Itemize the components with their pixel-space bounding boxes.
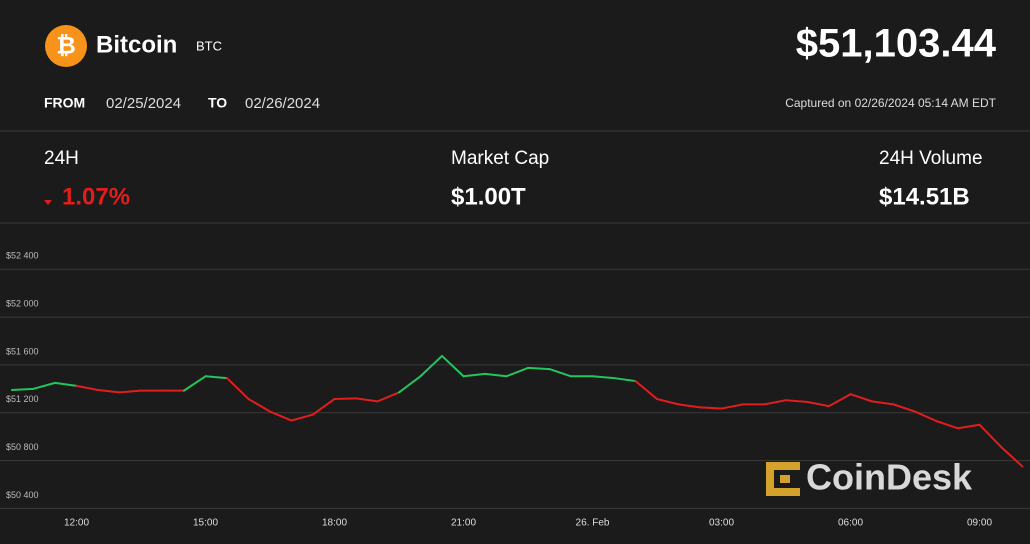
price-line-segment bbox=[634, 380, 658, 400]
icon-bar bbox=[766, 462, 800, 470]
price-line-segment bbox=[1000, 445, 1024, 468]
price-line-segment bbox=[613, 377, 637, 383]
captured-time: Captured on 02/26/2024 05:14 AM EDT bbox=[785, 96, 996, 110]
price-line-segment bbox=[849, 393, 873, 403]
price-line-segment bbox=[247, 397, 271, 413]
price-line-segment bbox=[699, 406, 723, 410]
price-line-segment bbox=[527, 366, 551, 371]
price: $51,103.44 bbox=[796, 22, 997, 66]
x-tick-label: 18:00 bbox=[322, 518, 347, 529]
from-label: FROM bbox=[44, 95, 85, 111]
price-line-segment bbox=[978, 423, 1002, 448]
x-tick-label: 21:00 bbox=[451, 518, 476, 529]
y-tick-label: $50 800 bbox=[6, 442, 39, 452]
price-line-segment bbox=[269, 410, 293, 422]
price-line-segment bbox=[333, 397, 357, 400]
x-tick-label: 15:00 bbox=[193, 518, 218, 529]
x-tick-label: 03:00 bbox=[709, 518, 734, 529]
price-line-segment bbox=[75, 384, 99, 392]
price-line-segment bbox=[97, 389, 121, 394]
x-tick-label: 12:00 bbox=[64, 518, 89, 529]
price-line-segment bbox=[914, 410, 938, 423]
price-line-segment bbox=[376, 391, 400, 403]
price-line-segment bbox=[441, 354, 465, 378]
price-line-segment bbox=[183, 375, 207, 392]
price-line-segment bbox=[785, 399, 809, 403]
icon-bar bbox=[766, 488, 800, 496]
price-line-segment bbox=[935, 420, 959, 430]
price-line-segment bbox=[806, 400, 830, 408]
price-line-segment bbox=[419, 354, 443, 378]
price-line-segment bbox=[957, 423, 981, 430]
price-line-segment bbox=[312, 397, 336, 416]
to-date: 02/26/2024 bbox=[245, 95, 320, 112]
stat-label: Market Cap bbox=[451, 148, 549, 169]
stat-label: 24H Volume bbox=[879, 148, 983, 169]
price-line-segment bbox=[505, 366, 529, 378]
price-line-segment bbox=[290, 413, 314, 422]
price-line-segment bbox=[656, 397, 680, 406]
watermark: CoinDesk bbox=[806, 457, 973, 498]
price-line-segment bbox=[32, 381, 56, 390]
stat-value: $1.00T bbox=[451, 183, 526, 210]
stat-value: 1.07% bbox=[62, 183, 130, 210]
y-tick-label: $52 400 bbox=[6, 251, 39, 261]
price-line-segment bbox=[484, 372, 508, 378]
price-line-segment bbox=[11, 387, 35, 392]
price-line-segment bbox=[763, 399, 787, 406]
y-tick-label: $51 600 bbox=[6, 346, 39, 356]
price-line-segment bbox=[118, 389, 142, 394]
down-arrow bbox=[44, 200, 52, 205]
y-tick-label: $51 200 bbox=[6, 394, 39, 404]
y-tick-label: $50 400 bbox=[6, 490, 39, 500]
watermark-icon bbox=[766, 462, 800, 496]
stat-value: $14.51B bbox=[879, 183, 970, 210]
y-tick-label: $52 000 bbox=[6, 298, 39, 308]
icon-bar bbox=[780, 475, 790, 483]
price-line-segment bbox=[398, 375, 422, 394]
x-tick-label: 06:00 bbox=[838, 518, 863, 529]
price-line-segment bbox=[462, 372, 486, 378]
price-line-segment bbox=[828, 393, 852, 408]
coin-name: Bitcoin bbox=[96, 31, 177, 58]
price-line-segment bbox=[892, 403, 916, 413]
coin-icon bbox=[45, 25, 87, 67]
x-tick-label: 09:00 bbox=[967, 518, 992, 529]
price-line-segment bbox=[204, 375, 228, 380]
price-line-segment bbox=[720, 403, 744, 410]
price-line-segment bbox=[548, 368, 572, 378]
price-line-segment bbox=[226, 377, 250, 400]
x-tick-label: 26. Feb bbox=[576, 518, 610, 529]
price-line-segment bbox=[591, 375, 615, 380]
price-line-segment bbox=[355, 397, 379, 403]
price-line-segment bbox=[677, 403, 701, 409]
coin-symbol: ₿ bbox=[56, 32, 76, 59]
icon-bar bbox=[766, 462, 774, 496]
from-date: 02/25/2024 bbox=[106, 95, 181, 112]
coin-ticker: BTC bbox=[196, 38, 222, 53]
to-label: TO bbox=[208, 95, 227, 111]
price-line-segment bbox=[871, 400, 895, 406]
stat-label: 24H bbox=[44, 148, 79, 169]
price-line-segment bbox=[54, 381, 78, 387]
